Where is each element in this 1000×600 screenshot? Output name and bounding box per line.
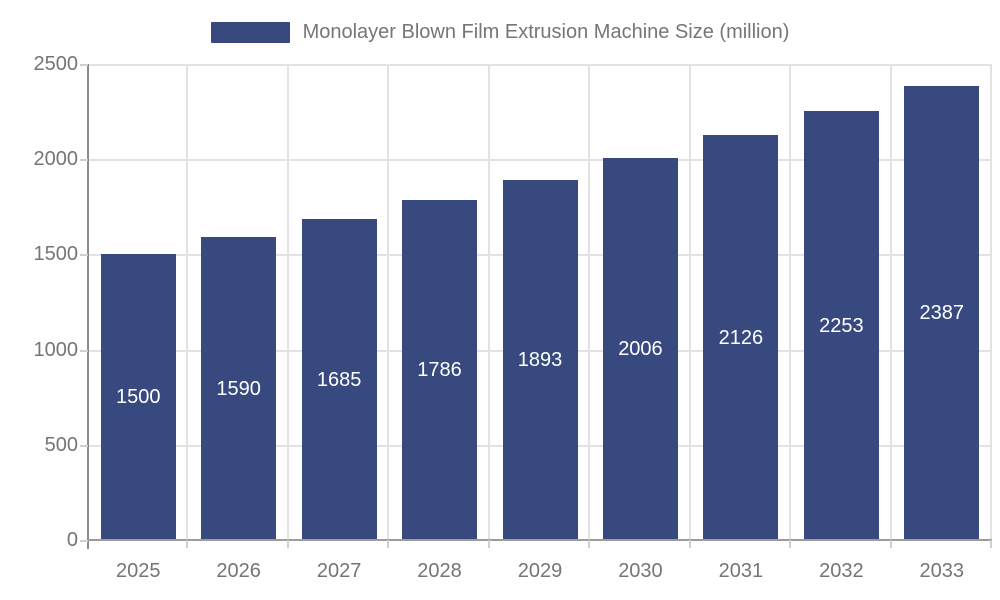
legend-swatch [210, 21, 290, 43]
bar-2025[interactable]: 1500 [100, 254, 176, 540]
x-axis-label: 2027 [316, 560, 362, 582]
h-gridline [88, 159, 992, 162]
x-axis-label: 2031 [718, 560, 764, 582]
y-axis-label: 500 [44, 433, 78, 456]
bar-2032[interactable]: 2253 [803, 111, 879, 540]
bar-2033[interactable]: 2387 [904, 85, 980, 540]
y-axis-tick [80, 159, 88, 162]
bar-value-label: 1685 [316, 368, 362, 391]
y-axis-label: 2500 [33, 53, 79, 75]
x-axis-tick [889, 540, 892, 548]
bar-2026[interactable]: 1590 [201, 237, 277, 540]
x-axis-line [88, 539, 992, 541]
y-axis-tick [80, 64, 88, 66]
x-axis-tick [588, 540, 591, 548]
x-axis-tick [487, 540, 490, 548]
y-axis-tick [80, 349, 88, 352]
v-gridline [588, 64, 591, 540]
y-axis-label: 1500 [33, 243, 79, 266]
y-axis-line [87, 64, 89, 549]
x-axis-tick [688, 540, 691, 548]
bar-value-label: 2387 [919, 301, 965, 324]
x-axis-label: 2032 [819, 560, 864, 582]
bar-value-label: 2126 [718, 326, 764, 349]
bar-value-label: 2006 [618, 338, 663, 361]
bar-2027[interactable]: 1685 [301, 219, 377, 540]
bar-2030[interactable]: 2006 [602, 158, 678, 540]
y-axis-label: 1000 [33, 338, 79, 361]
y-axis-tick [80, 254, 88, 257]
v-gridline [286, 64, 289, 540]
legend-label: Monolayer Blown Film Extrusion Machine S… [302, 20, 790, 43]
x-axis-tick [186, 540, 189, 548]
x-axis-label: 2030 [618, 560, 663, 582]
bar-value-label: 1500 [115, 386, 161, 409]
x-axis-tick [789, 540, 792, 548]
bar-2031[interactable]: 2126 [703, 135, 779, 540]
v-gridline [186, 64, 189, 540]
y-axis-label: 0 [66, 529, 78, 551]
bar-2029[interactable]: 1893 [502, 179, 578, 540]
bar-value-label: 1786 [417, 358, 462, 381]
v-gridline [487, 64, 490, 540]
v-gridline [990, 64, 992, 540]
h-gridline [88, 64, 992, 66]
x-axis-label: 2033 [919, 560, 965, 582]
x-axis-tick [990, 540, 992, 548]
x-axis-label: 2025 [115, 560, 161, 582]
y-axis-tick [80, 540, 88, 542]
legend-item[interactable]: Monolayer Blown Film Extrusion Machine S… [0, 14, 1000, 50]
x-axis-label: 2028 [417, 560, 462, 582]
v-gridline [688, 64, 691, 540]
x-axis-tick [387, 540, 390, 548]
bar-value-label: 1893 [517, 348, 563, 371]
bar-value-label: 2253 [819, 314, 864, 337]
x-axis-label: 2029 [517, 560, 563, 582]
bar-2028[interactable]: 1786 [402, 199, 478, 540]
plot-area: 1500 1590 1685 1786 1893 2006 2126 2253 2387 [88, 64, 992, 540]
x-axis-label: 2026 [216, 560, 261, 582]
v-gridline [789, 64, 792, 540]
y-axis-tick [80, 444, 88, 447]
x-axis-tick [286, 540, 289, 548]
y-axis-label: 2000 [33, 148, 79, 171]
v-gridline [889, 64, 892, 540]
bar-value-label: 1590 [216, 377, 261, 400]
v-gridline [387, 64, 390, 540]
